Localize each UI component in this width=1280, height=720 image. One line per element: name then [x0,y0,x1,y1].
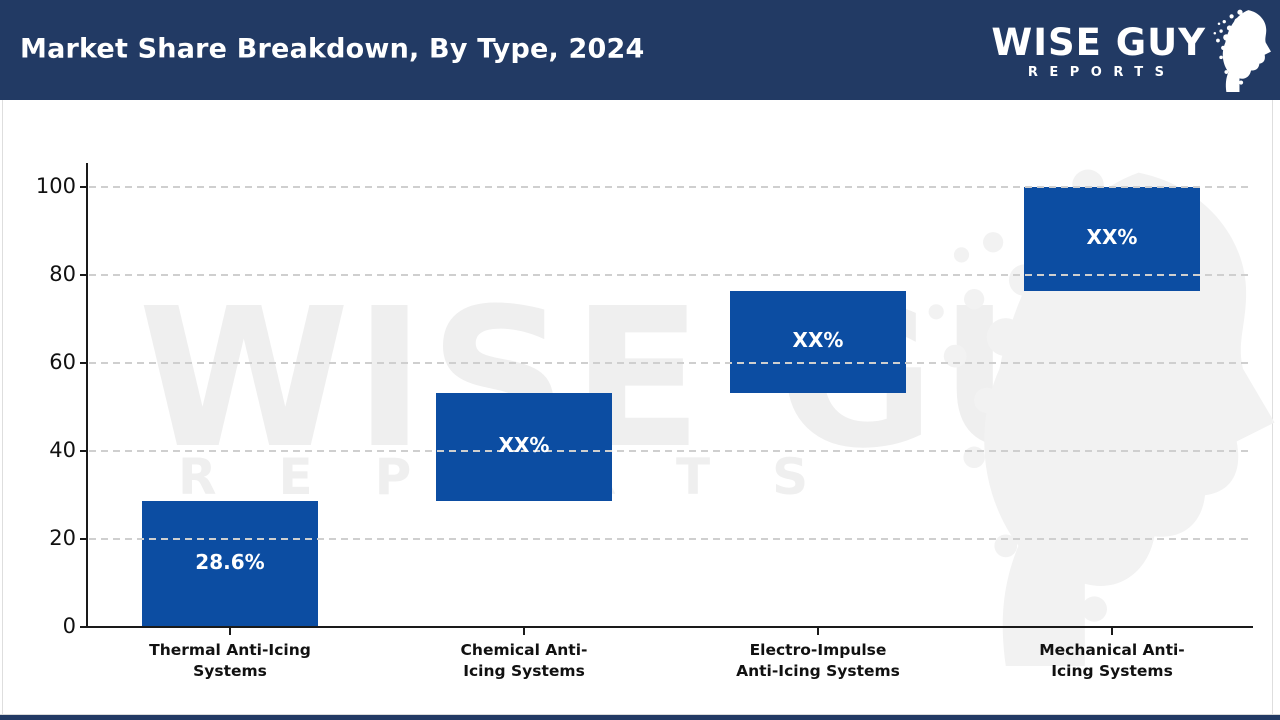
bar-thermal-anti-icing-systems [142,501,318,627]
bar-chemical-anti-icing-systems [436,393,612,502]
page-title: Market Share Breakdown, By Type, 2024 [20,33,645,65]
logo-face-icon [1208,8,1272,92]
y-axis-line [86,163,88,628]
category-label-electro-impulse-anti-icing-systems: Electro-Impulse Anti-Icing Systems [736,641,900,680]
x-tick-mark [229,628,231,635]
footer-bar [0,715,1280,720]
x-tick-mark [523,628,525,635]
y-tick-mark [80,362,88,365]
bar-mechanical-anti-icing-systems [1024,187,1200,291]
y-tick-mark [80,186,88,189]
frame-edge-right [1272,100,1273,715]
category-label-mechanical-anti-icing-systems: Mechanical Anti- Icing Systems [1039,641,1185,680]
header-bar: Market Share Breakdown, By Type, 2024 WI… [0,0,1280,100]
y-tick-label-0: 0 [62,614,76,638]
y-tick-label-100: 100 [35,174,76,199]
y-tick-label-40: 40 [49,438,76,463]
y-tick-label-20: 20 [49,526,76,551]
frame-edge-left [2,100,3,715]
logo-reports-label: REPORTS [1027,65,1176,80]
logo-wiseguy-label: WISE GUY [991,21,1206,64]
category-label-thermal-anti-icing-systems: Thermal Anti-Icing Systems [149,641,311,680]
gridline-100 [89,186,1253,189]
gridline-40 [89,450,1253,453]
bar-value-label: XX% [792,328,844,352]
y-tick-mark [80,626,88,628]
category-label-chemical-anti-icing-systems: Chemical Anti- Icing Systems [460,641,588,680]
bar-value-label: XX% [498,433,550,458]
y-tick-mark [80,538,88,541]
logo-text: WISE GUY REPORTS [991,24,1206,80]
x-axis-line [86,626,1253,628]
footer-hairline [0,714,1280,715]
x-tick-mark [1111,628,1113,635]
x-tick-mark [817,628,819,635]
bar-electro-impulse-anti-icing-systems [730,290,906,394]
gridline-80 [89,274,1253,277]
y-tick-mark [80,450,88,453]
gridline-60 [89,362,1253,365]
y-tick-label-60: 60 [49,350,76,375]
gridline-20 [89,538,1253,541]
wise-guy-reports-logo: WISE GUY REPORTS [991,6,1268,94]
y-tick-mark [80,274,88,277]
bar-value-label: XX% [1086,225,1138,250]
y-tick-label-80: 80 [49,262,76,287]
bar-value-label: 28.6% [195,550,265,575]
